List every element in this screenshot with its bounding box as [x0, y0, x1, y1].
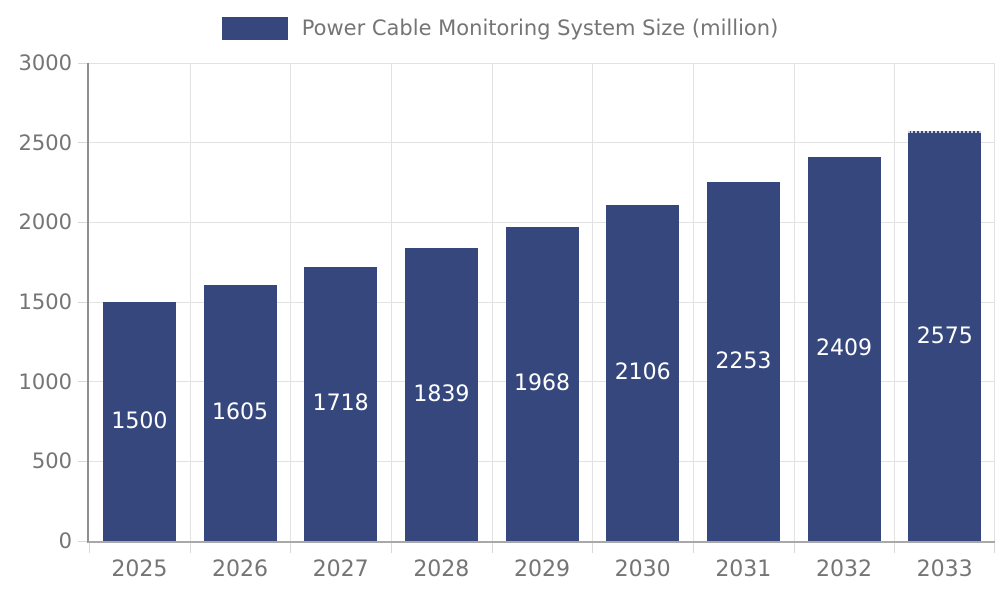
bar-2028: 1839: [404, 248, 478, 541]
bar-slot: 2575: [894, 63, 995, 541]
bar-value-label: 1839: [413, 381, 470, 407]
plot-area: 0 500 1000 1500 2000 2500 3000 2025 2026 2027 2028…: [19, 51, 995, 582]
v-gridline: [390, 63, 392, 541]
y-tick-mark: [78, 142, 87, 144]
v-gridline: [491, 63, 493, 541]
bar-slot: 2409: [794, 63, 895, 541]
bar-2033: 2575: [908, 130, 982, 541]
bar-value-label: 1605: [212, 400, 268, 426]
x-tick-mark: [390, 543, 392, 553]
bar-slot: 2106: [592, 63, 693, 541]
y-tick-label: 1000: [18, 369, 72, 394]
bar-slot: 1839: [391, 63, 492, 541]
y-tick-label: 2000: [18, 210, 72, 235]
x-tick-label: 2028: [413, 557, 470, 582]
y-tick-mark: [78, 301, 87, 303]
bar-2025: 1500: [102, 302, 176, 541]
y-tick-mark: [78, 540, 87, 542]
x-tick-label: 2027: [312, 557, 369, 582]
y-tick-mark: [78, 460, 87, 462]
v-gridline: [692, 63, 694, 541]
v-gridline: [189, 63, 191, 541]
x-tick-mark: [290, 543, 292, 553]
bar-2032: 2409: [807, 157, 881, 541]
y-tick-mark: [78, 221, 87, 223]
bar-slot: 1500: [89, 63, 190, 541]
x-tick-label: 2031: [715, 557, 772, 582]
bar-2031: 2253: [706, 182, 780, 541]
legend-label: Power Cable Monitoring System Size (mill…: [301, 16, 779, 40]
y-tick-label: 500: [31, 449, 72, 474]
h-gridline: [89, 221, 995, 223]
x-tick-label: 2030: [614, 557, 671, 582]
x-tick-label: 2033: [916, 557, 973, 582]
v-gridline: [994, 63, 995, 541]
bar-value-label: 1968: [514, 371, 571, 397]
bar-value-label: 2409: [816, 336, 873, 362]
y-tick-label: 0: [58, 529, 72, 553]
legend: Power Cable Monitoring System Size (mill…: [0, 17, 1000, 40]
bar-2029: 1968: [505, 227, 579, 541]
x-tick-mark: [89, 543, 90, 553]
x-tick-label: 2029: [513, 557, 570, 582]
bar-value-label: 2253: [715, 348, 772, 374]
x-tick-mark: [994, 543, 995, 553]
v-gridline: [290, 63, 292, 541]
bar-slot: 1968: [492, 63, 593, 541]
bar-2027: 1718: [304, 267, 378, 541]
x-tick-mark: [592, 543, 594, 553]
y-tick-label: 2500: [18, 130, 72, 155]
v-gridline: [592, 63, 594, 541]
x-tick-mark: [491, 543, 493, 553]
h-gridline: [89, 142, 995, 144]
x-tick-mark: [793, 543, 795, 553]
bar-slot: 2253: [693, 63, 794, 541]
x-tick-mark: [692, 543, 694, 553]
x-tick-label: 2025: [111, 557, 168, 582]
y-tick-label: 3000: [18, 51, 72, 75]
h-gridline: [89, 62, 995, 64]
bars-layer: 1500 1605 1718 1839 1968 2106 2253 2409 2575: [89, 63, 995, 541]
y-tick-mark: [78, 381, 87, 383]
bar-value-label: 1500: [111, 408, 168, 434]
v-gridline: [894, 63, 896, 541]
v-gridline: [793, 63, 795, 541]
bar-value-label: 2575: [916, 323, 973, 349]
bar-slot: 1605: [190, 63, 291, 541]
bar-value-label: 2106: [614, 360, 671, 386]
bar-2030: 2106: [606, 205, 680, 541]
bar-2026: 1605: [203, 285, 277, 541]
legend-item[interactable]: Power Cable Monitoring System Size (mill…: [221, 16, 779, 40]
x-tick-label: 2026: [211, 557, 268, 582]
legend-swatch-icon: [221, 17, 288, 40]
x-tick-mark: [894, 543, 896, 553]
bar-slot: 1718: [290, 63, 391, 541]
x-tick-mark: [189, 543, 191, 553]
y-tick-mark: [78, 62, 87, 64]
x-tick-label: 2032: [815, 557, 872, 582]
bar-value-label: 1718: [312, 391, 369, 417]
y-tick-label: 1500: [18, 290, 72, 314]
